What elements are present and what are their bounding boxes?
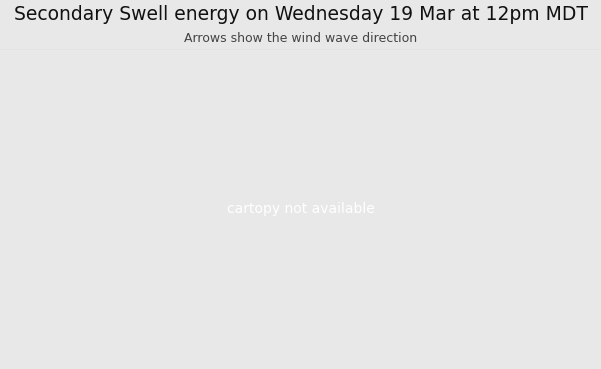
Text: cartopy not available: cartopy not available [227,203,374,216]
Text: Secondary Swell energy on Wednesday 19 Mar at 12pm MDT: Secondary Swell energy on Wednesday 19 M… [13,6,588,24]
Text: Arrows show the wind wave direction: Arrows show the wind wave direction [184,32,417,45]
